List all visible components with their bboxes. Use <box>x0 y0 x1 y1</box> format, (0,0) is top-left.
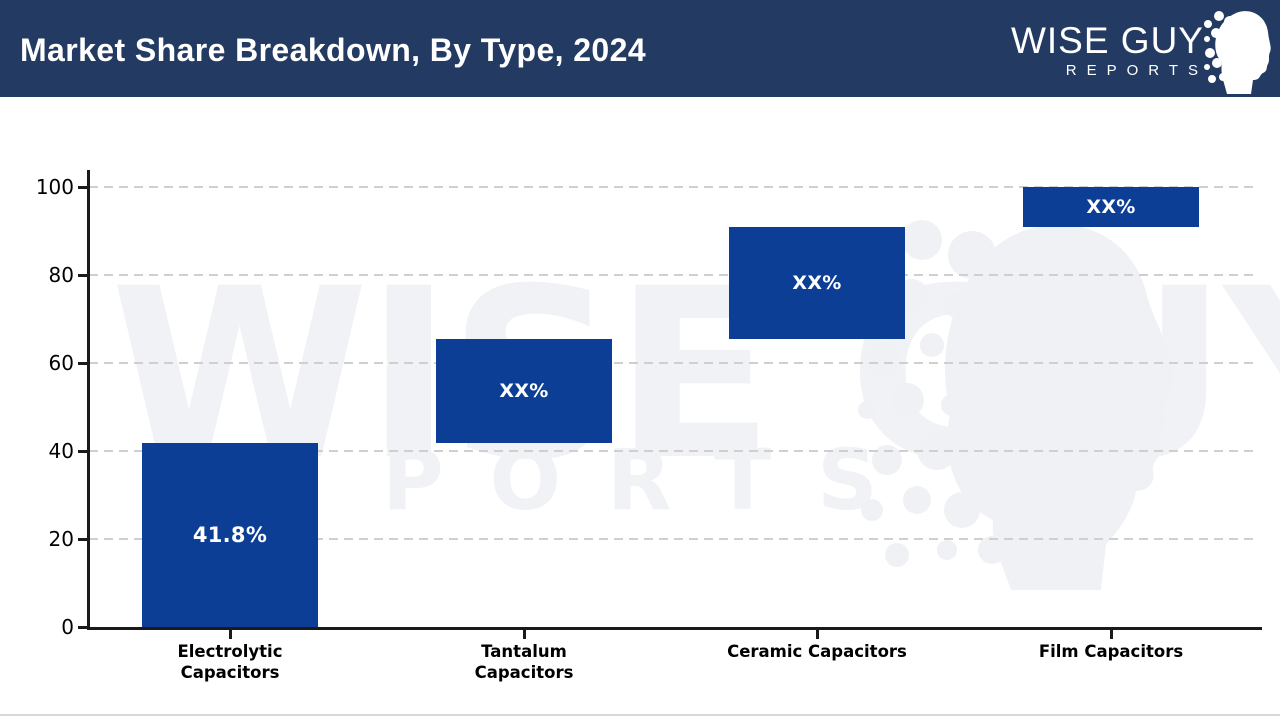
category-label-line: Tantalum <box>481 642 567 661</box>
y-tick-label: 80 <box>48 263 74 287</box>
category-label-line: Electrolytic <box>177 642 283 661</box>
category-label: Electrolytic Capacitors <box>100 641 360 683</box>
category-label-line: Ceramic Capacitors <box>727 642 907 661</box>
y-tick-label: 40 <box>48 439 74 463</box>
watermark-subtext: PORTS <box>382 431 924 529</box>
y-axis-tick <box>78 538 87 541</box>
x-axis-tick <box>523 630 526 639</box>
category-label-line: Capacitors <box>474 663 574 682</box>
x-axis-tick <box>816 630 819 639</box>
brand-logo: WISE GUY REPORTS <box>1002 0 1272 97</box>
page-title: Market Share Breakdown, By Type, 2024 <box>20 32 647 68</box>
category-label: Film Capacitors <box>981 641 1241 662</box>
category-label-line: Capacitors <box>180 663 280 682</box>
y-tick-label: 0 <box>61 615 74 639</box>
y-axis-line <box>87 170 90 630</box>
y-axis-tick <box>78 450 87 453</box>
logo-subtext: REPORTS <box>1065 62 1208 79</box>
header-bar: Market Share Breakdown, By Type, 2024 WI… <box>0 0 1280 97</box>
category-label-line: Film Capacitors <box>1038 642 1184 661</box>
x-axis-tick <box>1110 630 1113 639</box>
bar-value-label: XX% <box>499 379 549 402</box>
bar-1: 41.8% <box>142 443 318 627</box>
gridline <box>89 450 1258 452</box>
y-axis-tick <box>78 626 87 629</box>
x-axis-line <box>87 627 1262 630</box>
gridline <box>89 186 1258 188</box>
y-tick-label: 20 <box>48 527 74 551</box>
bar-4: XX% <box>1023 187 1199 227</box>
y-axis-tick <box>78 274 87 277</box>
logo-wordmark: WISE GUY <box>1010 20 1204 61</box>
x-axis-tick <box>229 630 232 639</box>
bar-value-label: XX% <box>1086 195 1136 218</box>
category-label: Ceramic Capacitors <box>687 641 947 662</box>
y-tick-label: 60 <box>48 351 74 375</box>
y-tick-label: 100 <box>35 175 74 199</box>
y-axis-tick <box>78 186 87 189</box>
gridline <box>89 274 1258 276</box>
gridline <box>89 538 1258 540</box>
bar-value-label: 41.8% <box>192 523 268 548</box>
category-label: Tantalum Capacitors <box>394 641 654 683</box>
gridline <box>89 362 1258 364</box>
bar-3: XX% <box>729 226 905 339</box>
bar-2: XX% <box>436 338 612 444</box>
y-axis-tick <box>78 362 87 365</box>
bottom-divider <box>0 714 1280 716</box>
bar-value-label: XX% <box>792 271 842 294</box>
dotted-head-profile-icon <box>1204 11 1271 94</box>
